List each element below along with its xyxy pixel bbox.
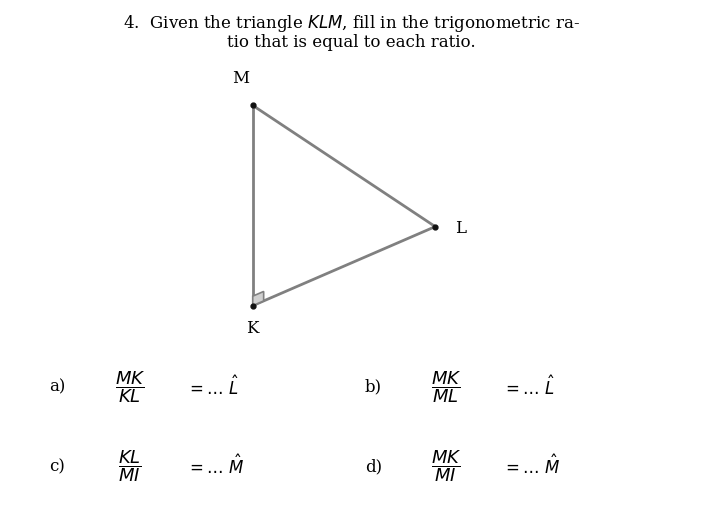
Polygon shape [253, 291, 264, 306]
Text: $= \ldots\ \hat{M}$: $= \ldots\ \hat{M}$ [502, 455, 560, 478]
Text: 4.  Given the triangle $KLM$, fill in the trigonometric ra-: 4. Given the triangle $KLM$, fill in the… [123, 13, 579, 34]
Text: $\dfrac{MK}{MI}$: $\dfrac{MK}{MI}$ [430, 448, 461, 484]
Text: $= \ldots\ \hat{L}$: $= \ldots\ \hat{L}$ [502, 376, 555, 399]
Text: $\dfrac{KL}{MI}$: $\dfrac{KL}{MI}$ [118, 448, 142, 484]
Text: $\dfrac{MK}{ML}$: $\dfrac{MK}{ML}$ [430, 369, 461, 405]
Text: tio that is equal to each ratio.: tio that is equal to each ratio. [227, 34, 475, 51]
Text: $= \ldots\ \hat{L}$: $= \ldots\ \hat{L}$ [186, 376, 239, 399]
Text: b): b) [365, 379, 382, 396]
Text: c): c) [49, 458, 65, 475]
Text: $= \ldots\ \hat{M}$: $= \ldots\ \hat{M}$ [186, 455, 244, 478]
Text: K: K [246, 320, 259, 337]
Text: L: L [455, 220, 466, 237]
Text: $\dfrac{MK}{KL}$: $\dfrac{MK}{KL}$ [114, 369, 145, 405]
Text: d): d) [365, 458, 382, 475]
Text: a): a) [49, 379, 65, 396]
Text: M: M [232, 70, 249, 87]
